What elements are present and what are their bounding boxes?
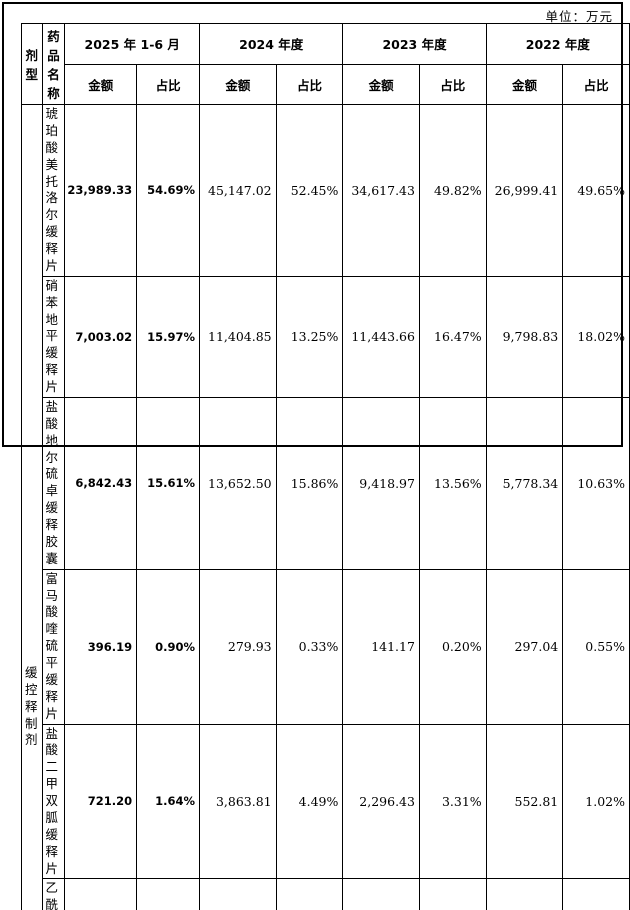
amount-cell: 9,418.97 — [343, 397, 420, 569]
header-period-2022: 2022 年度 — [486, 24, 629, 65]
ratio-cell: 0.55% — [563, 569, 630, 724]
amount-cell: 5,778.34 — [486, 397, 563, 569]
ratio-cell: 13.25% — [276, 276, 343, 397]
ratio-cell: 0.03% — [563, 879, 630, 910]
header-amount-2023: 金额 — [343, 64, 420, 105]
header-period-2024: 2024 年度 — [200, 24, 343, 65]
header-amount-2025: 金额 — [65, 64, 137, 105]
ratio-cell: 52.45% — [276, 105, 343, 277]
drug-name-cell: 盐酸二甲双胍缓释片 — [42, 724, 65, 879]
amount-cell: 11,443.66 — [343, 276, 420, 397]
ratio-cell: 0.20% — [419, 569, 486, 724]
amount-cell: 23,989.33 — [65, 105, 137, 277]
ratio-cell: 0.90% — [137, 569, 200, 724]
amount-cell: 2,296.43 — [343, 724, 420, 879]
drug-name-cell: 琥珀酸美托洛尔缓释片 — [42, 105, 65, 277]
table-row: 缓控释制剂 琥珀酸美托洛尔缓释片 23,989.33 54.69% 45,147… — [22, 105, 630, 277]
header-ratio-2023: 占比 — [419, 64, 486, 105]
header-period-2023: 2023 年度 — [343, 24, 486, 65]
ratio-cell: 18.02% — [563, 276, 630, 397]
amount-cell: 7,003.02 — [65, 276, 137, 397]
ratio-cell: 49.82% — [419, 105, 486, 277]
revenue-table: 剂型 药品名称 2025 年 1-6 月 2024 年度 2023 年度 202… — [21, 23, 630, 910]
amount-cell: 396.19 — [65, 569, 137, 724]
header-row-metrics: 金额 占比 金额 占比 金额 占比 金额 占比 — [22, 64, 630, 105]
amount-cell: 13.87 — [65, 879, 137, 910]
header-amount-2022: 金额 — [486, 64, 563, 105]
ratio-cell: 15.86% — [276, 397, 343, 569]
amount-cell: 297.04 — [486, 569, 563, 724]
drug-name-cell: 盐酸地尔硫卓缓释胶囊 — [42, 397, 65, 569]
amount-cell: 34,617.43 — [343, 105, 420, 277]
dosage-form-cell: 缓控释制剂 — [22, 105, 43, 910]
drug-name-cell: 硝苯地平缓释片 — [42, 276, 65, 397]
amount-cell: 6,842.43 — [65, 397, 137, 569]
table-row: 硝苯地平缓释片 7,003.02 15.97% 11,404.85 13.25%… — [22, 276, 630, 397]
header-ratio-2022: 占比 — [563, 64, 630, 105]
amount-cell: 26,999.41 — [486, 105, 563, 277]
amount-cell: 279.93 — [200, 569, 277, 724]
amount-cell: 27.63 — [343, 879, 420, 910]
table-row: 盐酸二甲双胍缓释片 721.20 1.64% 3,863.81 4.49% 2,… — [22, 724, 630, 879]
ratio-cell: 13.56% — [419, 397, 486, 569]
header-period-2025: 2025 年 1-6 月 — [65, 24, 200, 65]
ratio-cell: 0.03% — [276, 879, 343, 910]
ratio-cell: 3.31% — [419, 724, 486, 879]
drug-name-cell: 乙酰唑胺缓释胶囊 — [42, 879, 65, 910]
header-ratio-2025: 占比 — [137, 64, 200, 105]
ratio-cell: 4.49% — [276, 724, 343, 879]
ratio-cell: 54.69% — [137, 105, 200, 277]
amount-cell: 721.20 — [65, 724, 137, 879]
header-amount-2024: 金额 — [200, 64, 277, 105]
amount-cell: 27.57 — [200, 879, 277, 910]
ratio-cell: 15.97% — [137, 276, 200, 397]
header-dosage-form: 剂型 — [22, 24, 43, 105]
amount-cell: 3,863.81 — [200, 724, 277, 879]
ratio-cell: 0.03% — [137, 879, 200, 910]
header-ratio-2024: 占比 — [276, 64, 343, 105]
amount-cell: 552.81 — [486, 724, 563, 879]
ratio-cell: 0.04% — [419, 879, 486, 910]
amount-cell: 13.66 — [486, 879, 563, 910]
amount-cell: 45,147.02 — [200, 105, 277, 277]
amount-cell: 9,798.83 — [486, 276, 563, 397]
ratio-cell: 0.33% — [276, 569, 343, 724]
table-row: 富马酸喹硫平缓释片 396.19 0.90% 279.93 0.33% 141.… — [22, 569, 630, 724]
amount-cell: 11,404.85 — [200, 276, 277, 397]
table-row: 乙酰唑胺缓释胶囊 13.87 0.03% 27.57 0.03% 27.63 0… — [22, 879, 630, 910]
ratio-cell: 10.63% — [563, 397, 630, 569]
drug-name-cell: 富马酸喹硫平缓释片 — [42, 569, 65, 724]
amount-cell: 13,652.50 — [200, 397, 277, 569]
ratio-cell: 16.47% — [419, 276, 486, 397]
header-row-periods: 剂型 药品名称 2025 年 1-6 月 2024 年度 2023 年度 202… — [22, 24, 630, 65]
ratio-cell: 49.65% — [563, 105, 630, 277]
header-drug-name: 药品名称 — [42, 24, 65, 105]
ratio-cell: 15.61% — [137, 397, 200, 569]
ratio-cell: 1.02% — [563, 724, 630, 879]
ratio-cell: 1.64% — [137, 724, 200, 879]
amount-cell: 141.17 — [343, 569, 420, 724]
table-row: 盐酸地尔硫卓缓释胶囊 6,842.43 15.61% 13,652.50 15.… — [22, 397, 630, 569]
